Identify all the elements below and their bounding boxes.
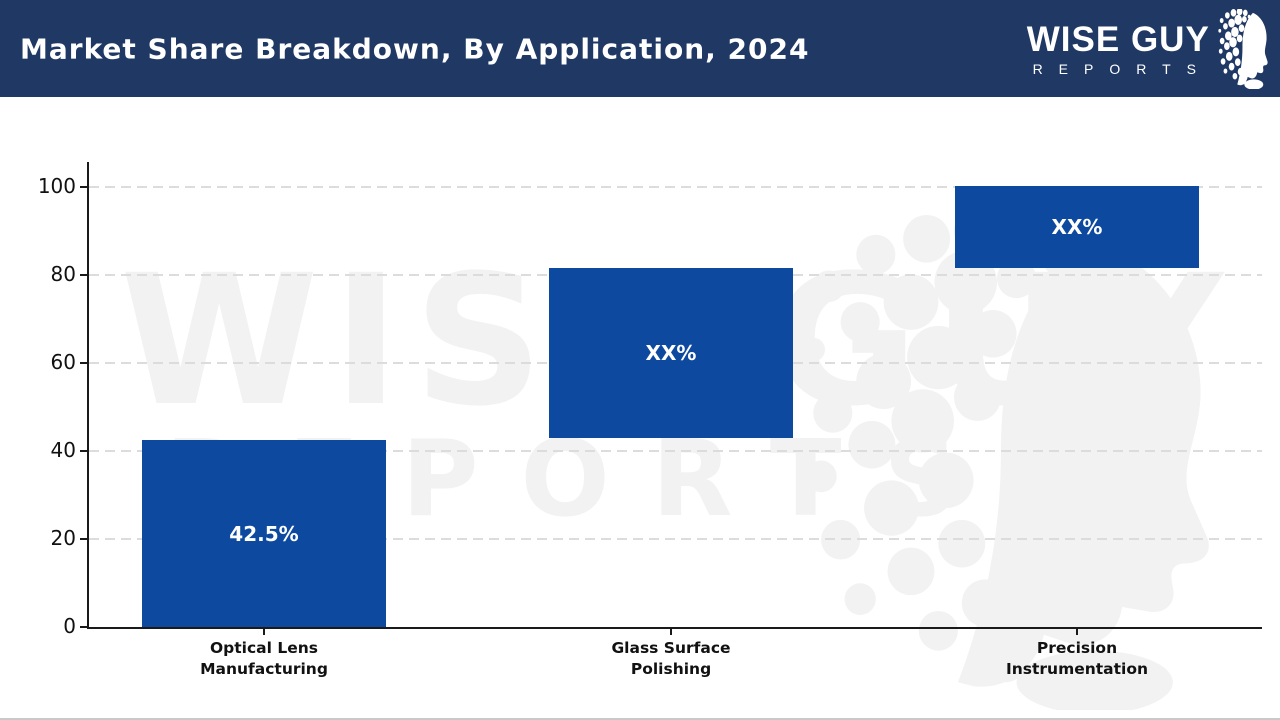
x-axis-label-line1: Precision	[1036, 639, 1118, 657]
y-tick-mark	[80, 450, 88, 452]
bar-optical-lens: 42.5%	[142, 440, 386, 627]
y-tick-label: 0	[63, 614, 76, 638]
x-axis-spine	[87, 627, 1262, 629]
watermark-head-icon	[801, 215, 1209, 710]
bar-precision: XX%	[955, 186, 1199, 268]
x-tick-mark	[1076, 627, 1078, 635]
brand-logo: WISE GUY REPORTS	[1025, 7, 1268, 91]
gridline-40	[89, 450, 1262, 452]
x-axis-label-line1: Glass Surface	[611, 639, 731, 657]
bar-value-label: XX%	[1051, 214, 1103, 239]
logo-subtext: REPORTS	[1032, 60, 1212, 77]
header-bar: Market Share Breakdown, By Application, …	[0, 0, 1280, 97]
chart-area: WISE GUY REPORTS 02040608010042.5%XX%XX%…	[0, 97, 1280, 718]
x-axis-label-line1: Optical Lens	[209, 639, 318, 657]
bar-value-label: 42.5%	[229, 521, 299, 546]
bar-value-label: XX%	[645, 340, 697, 365]
y-axis-spine	[87, 162, 89, 629]
y-tick-label: 80	[50, 262, 76, 286]
bottom-border	[0, 718, 1280, 720]
y-tick-label: 100	[37, 174, 76, 198]
bar-glass-surface: XX%	[549, 267, 793, 438]
y-tick-mark	[80, 626, 88, 628]
y-tick-mark	[80, 362, 88, 364]
x-tick-mark	[263, 627, 265, 635]
x-tick-mark	[670, 627, 672, 635]
y-tick-label: 40	[50, 438, 76, 462]
page-title: Market Share Breakdown, By Application, …	[20, 32, 810, 65]
x-axis-label-line2: Manufacturing	[200, 660, 328, 678]
y-tick-label: 20	[50, 526, 76, 550]
x-axis-label: Glass Surface Polishing	[531, 638, 811, 680]
x-axis-label: Precision Instrumentation	[937, 638, 1217, 680]
x-axis-label-line2: Polishing	[630, 660, 712, 678]
logo-wordmark: WISE GUY	[1026, 19, 1210, 59]
gridline-100	[89, 186, 1262, 188]
x-axis-label-line2: Instrumentation	[1005, 660, 1149, 678]
y-tick-mark	[80, 274, 88, 276]
logo-head-icon	[1218, 9, 1268, 89]
y-tick-label: 60	[50, 350, 76, 374]
x-axis-label: Optical Lens Manufacturing	[124, 638, 404, 680]
logo-text: WISE GUY REPORTS	[1025, 22, 1212, 77]
gridline-20	[89, 538, 1262, 540]
y-tick-mark	[80, 186, 88, 188]
y-tick-mark	[80, 538, 88, 540]
